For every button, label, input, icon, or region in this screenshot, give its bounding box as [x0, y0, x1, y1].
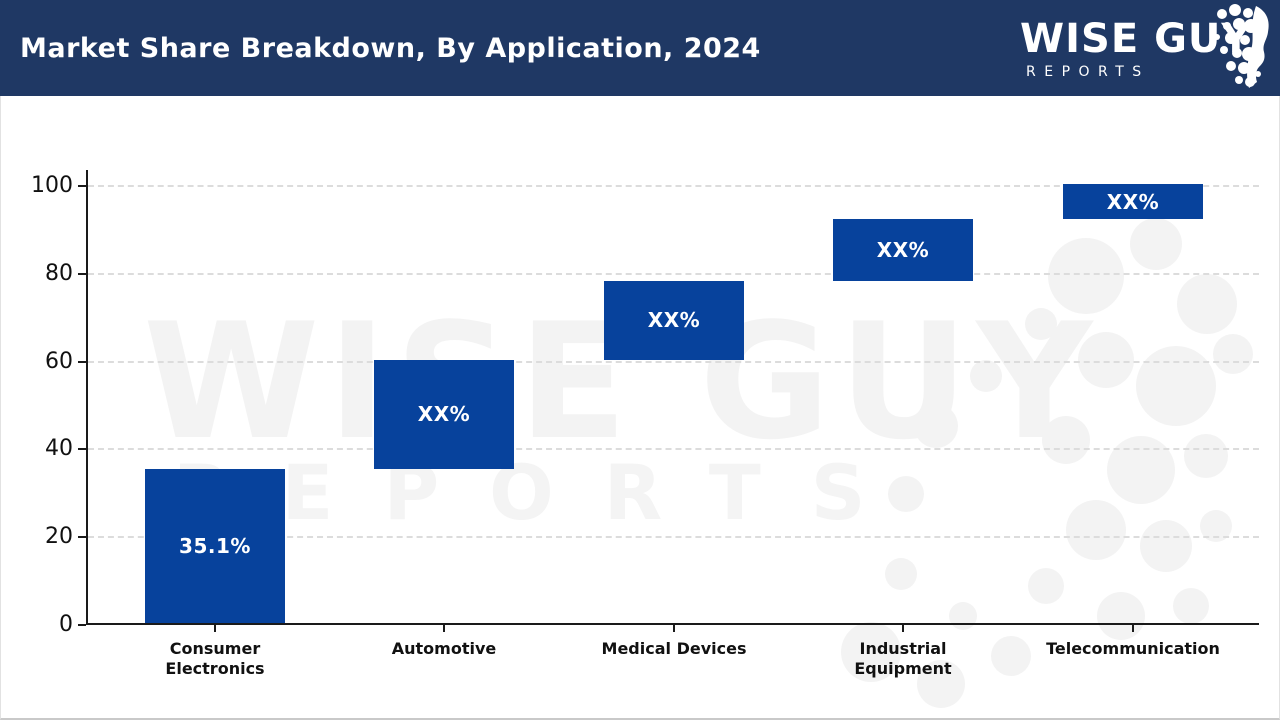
brand-logo: WISE GUY REPORTS — [1018, 2, 1270, 94]
y-tick-label-100: 100 — [31, 173, 73, 198]
header-bar: Market Share Breakdown, By Application, … — [0, 0, 1280, 96]
y-tick-label-80: 80 — [45, 260, 73, 286]
page-title: Market Share Breakdown, By Application, … — [20, 32, 761, 64]
y-tick-mark-20 — [78, 536, 86, 539]
gridline-100 — [88, 185, 1259, 187]
bar-value-label-industrial-equipment: XX% — [876, 237, 930, 262]
x-tick-mark-consumer-electronics — [214, 623, 216, 632]
bar-automotive: XX% — [374, 359, 514, 469]
gridline-20 — [88, 536, 1259, 539]
y-tick-mark-80 — [78, 272, 86, 275]
bar-value-label-consumer-electronics: 35.1% — [179, 533, 251, 558]
x-category-label-line: Industrial — [859, 639, 947, 658]
y-tick-label-40: 40 — [45, 436, 73, 462]
x-category-label-line: Consumer — [169, 639, 261, 658]
logo-wordmark: WISE GUY — [1020, 16, 1251, 62]
x-tick-mark-industrial-equipment — [902, 623, 904, 632]
y-tick-mark-60 — [78, 360, 86, 363]
y-tick-mark-100 — [78, 185, 86, 187]
y-axis-labels: 0 20 40 60 80 100 — [1, 170, 73, 637]
x-category-label-telecommunication: Telecommunication — [1043, 639, 1223, 659]
bar-consumer-electronics: 35.1% — [145, 468, 285, 623]
x-tick-mark-automotive — [443, 623, 445, 632]
y-tick-label-0: 0 — [59, 612, 73, 637]
x-category-label-medical-devices: Medical Devices — [584, 639, 764, 659]
logo-face-dots-icon — [1214, 4, 1269, 88]
x-category-label-line: Telecommunication — [1046, 639, 1220, 658]
y-tick-label-20: 20 — [45, 524, 73, 550]
x-category-label-line: Medical Devices — [601, 639, 747, 658]
x-category-label-industrial-equipment: Industrial Equipment — [813, 639, 993, 679]
wise-guy-logo-graphic: WISE GUY REPORTS — [1020, 4, 1269, 88]
plot-area: 35.1% Consumer Electronics XX% Automotive XX%… — [78, 170, 1259, 678]
gridline-40 — [88, 448, 1259, 451]
x-tick-mark-telecommunication — [1132, 623, 1134, 632]
gridline-80 — [88, 272, 1259, 275]
x-tick-mark-medical-devices — [673, 623, 675, 632]
bar-industrial-equipment: XX% — [833, 219, 973, 281]
bar-value-label-telecommunication: XX% — [1106, 189, 1160, 214]
gridline-60 — [88, 360, 1259, 363]
logo-face-profile-icon — [1247, 6, 1269, 88]
bar-medical-devices: XX% — [604, 280, 744, 360]
bar-value-label-automotive: XX% — [417, 402, 471, 427]
y-tick-mark-40 — [78, 448, 86, 451]
y-tick-mark-0 — [78, 624, 86, 626]
logo-subtitle: REPORTS — [1026, 64, 1150, 80]
bar-telecommunication: XX% — [1063, 184, 1203, 220]
x-category-label-automotive: Automotive — [354, 639, 534, 659]
x-category-label-line: Electronics — [165, 659, 265, 678]
y-tick-label-60: 60 — [45, 348, 73, 374]
chart-canvas: WISE GUY REPORTS 0 20 40 60 80 100 35.1% Consu… — [0, 96, 1280, 720]
x-category-label-consumer-electronics: Consumer Electronics — [125, 639, 305, 679]
bar-value-label-medical-devices: XX% — [647, 308, 701, 333]
x-category-label-line: Equipment — [854, 659, 952, 678]
x-category-label-line: Automotive — [391, 639, 497, 658]
